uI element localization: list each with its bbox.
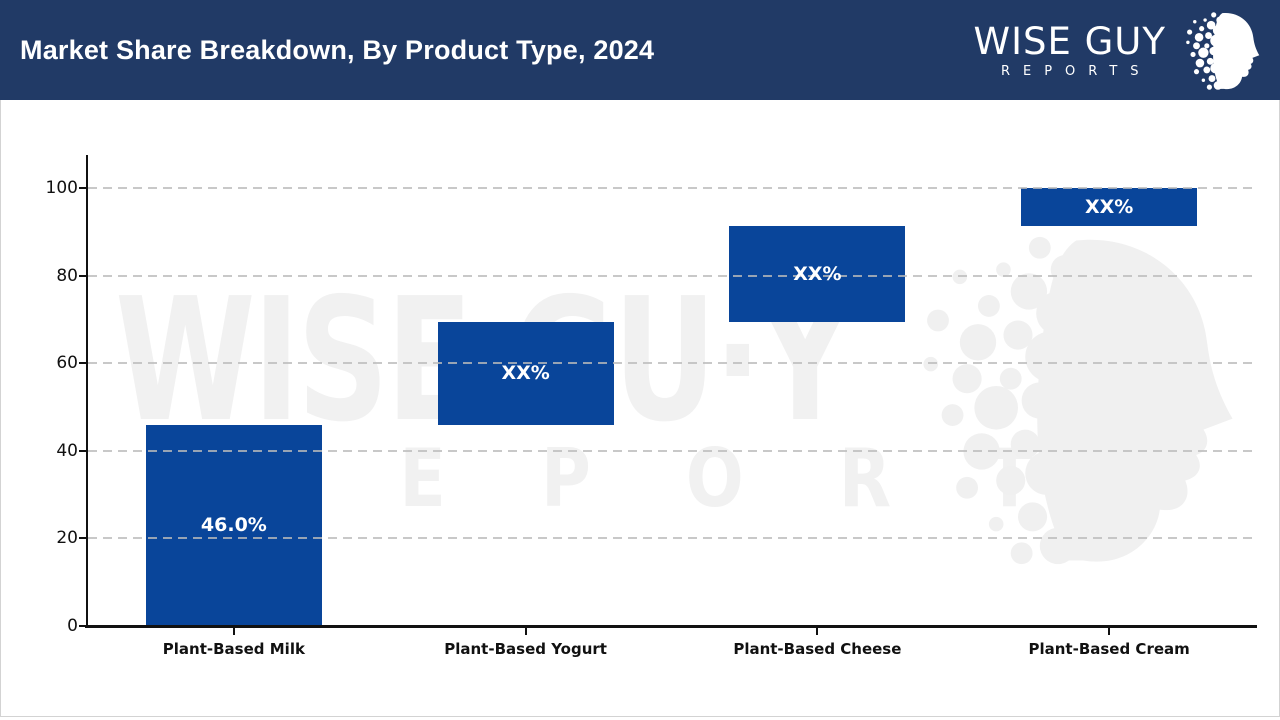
y-tick-label: 0	[67, 616, 78, 636]
x-category-label: Plant-Based Yogurt	[444, 640, 607, 658]
gridline-40	[88, 449, 1255, 452]
y-tick-label: 40	[56, 440, 78, 461]
y-axis-line	[86, 155, 88, 627]
bar-value-label: 46.0%	[200, 514, 267, 537]
y-tick	[79, 187, 87, 189]
gridline-80	[88, 274, 1255, 277]
y-tick-label: 80	[56, 265, 78, 286]
wise-guy-reports-logo: WISE GUY REPORTS	[974, 6, 1268, 96]
bar-plant-based-yogurt	[437, 322, 614, 425]
bar-value-label: XX%	[793, 263, 842, 286]
gridline-20	[88, 537, 1255, 540]
gridline-100	[88, 187, 1255, 189]
x-tick	[232, 628, 235, 635]
y-tick	[79, 625, 87, 627]
y-tick-label: 60	[56, 353, 78, 374]
y-tick-label: 100	[45, 178, 78, 198]
logo-text: WISE GUY REPORTS	[973, 20, 1166, 79]
bar-value-label: XX%	[1084, 196, 1134, 219]
x-category-label: Plant-Based Milk	[162, 640, 305, 658]
x-tick	[524, 628, 527, 635]
bar-value-label: XX%	[501, 362, 550, 385]
x-tick	[816, 628, 819, 635]
x-axis-line	[85, 625, 1257, 628]
header-bar: Market Share Breakdown, By Product Type,…	[0, 0, 1280, 100]
y-tick-label: 20	[56, 528, 78, 549]
x-category-label: Plant-Based Cream	[1028, 640, 1190, 658]
bar-plant-based-cream	[1021, 188, 1198, 227]
x-tick	[1108, 628, 1111, 635]
y-tick	[79, 274, 87, 277]
y-tick	[79, 362, 87, 365]
logo-wiseguy-label: WISE GUY	[973, 20, 1166, 64]
logo-reports-label: REPORTS	[1000, 63, 1152, 79]
bar-plant-based-milk	[145, 424, 322, 626]
bar-plant-based-cheese	[729, 226, 906, 323]
gridline-60	[88, 362, 1255, 365]
y-tick	[79, 537, 87, 540]
logo-face-icon	[1186, 12, 1260, 90]
y-tick	[79, 449, 87, 452]
chart-title: Market Share Breakdown, By Product Type,…	[20, 34, 655, 65]
x-category-label: Plant-Based Cheese	[733, 640, 902, 658]
